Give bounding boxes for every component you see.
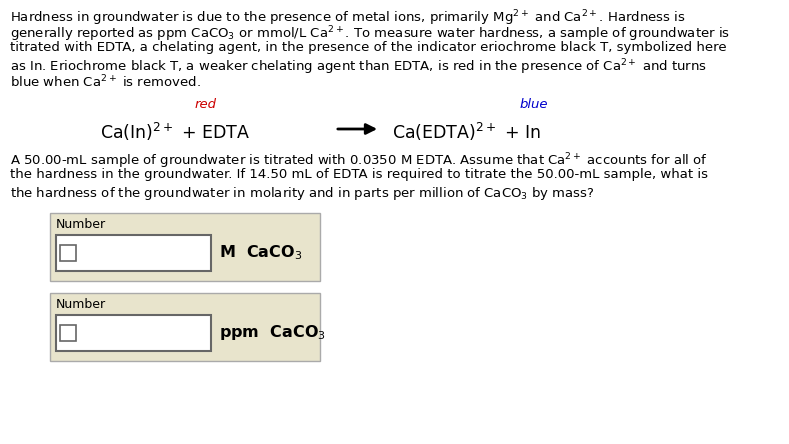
Text: generally reported as ppm CaCO$_3$ or mmol/L Ca$^{2+}$. To measure water hardnes: generally reported as ppm CaCO$_3$ or mm… xyxy=(10,24,730,44)
Text: titrated with EDTA, a chelating agent, in the presence of the indicator eriochro: titrated with EDTA, a chelating agent, i… xyxy=(10,41,727,54)
Text: A 50.00-mL sample of groundwater is titrated with 0.0350 M EDTA. Assume that Ca$: A 50.00-mL sample of groundwater is titr… xyxy=(10,151,708,171)
Bar xyxy=(60,245,76,261)
Text: Ca$\mathsf{(EDTA)}^{2+}$ + In: Ca$\mathsf{(EDTA)}^{2+}$ + In xyxy=(392,121,540,143)
Text: red: red xyxy=(195,99,217,111)
Text: the hardness in the groundwater. If 14.50 mL of EDTA is required to titrate the : the hardness in the groundwater. If 14.5… xyxy=(10,168,708,181)
Text: blue: blue xyxy=(520,99,548,111)
Text: M  CaCO$_3$: M CaCO$_3$ xyxy=(219,244,302,262)
Text: Hardness in groundwater is due to the presence of metal ions, primarily Mg$^{2+}: Hardness in groundwater is due to the pr… xyxy=(10,8,686,28)
Text: as In. Eriochrome black T, a weaker chelating agent than EDTA, is red in the pre: as In. Eriochrome black T, a weaker chel… xyxy=(10,58,707,77)
Bar xyxy=(50,293,320,361)
Text: ppm  CaCO$_3$: ppm CaCO$_3$ xyxy=(219,324,326,342)
Text: blue when Ca$^{2+}$ is removed.: blue when Ca$^{2+}$ is removed. xyxy=(10,74,200,91)
Bar xyxy=(60,325,76,341)
Text: Ca$\mathsf{(In)}^{2+}$ + EDTA: Ca$\mathsf{(In)}^{2+}$ + EDTA xyxy=(100,121,250,143)
Bar xyxy=(56,315,211,351)
Text: Number: Number xyxy=(56,298,107,311)
Text: the hardness of the groundwater in molarity and in parts per million of CaCO$_3$: the hardness of the groundwater in molar… xyxy=(10,185,595,202)
Bar xyxy=(50,213,320,281)
Bar xyxy=(56,235,211,271)
Text: Number: Number xyxy=(56,218,107,231)
